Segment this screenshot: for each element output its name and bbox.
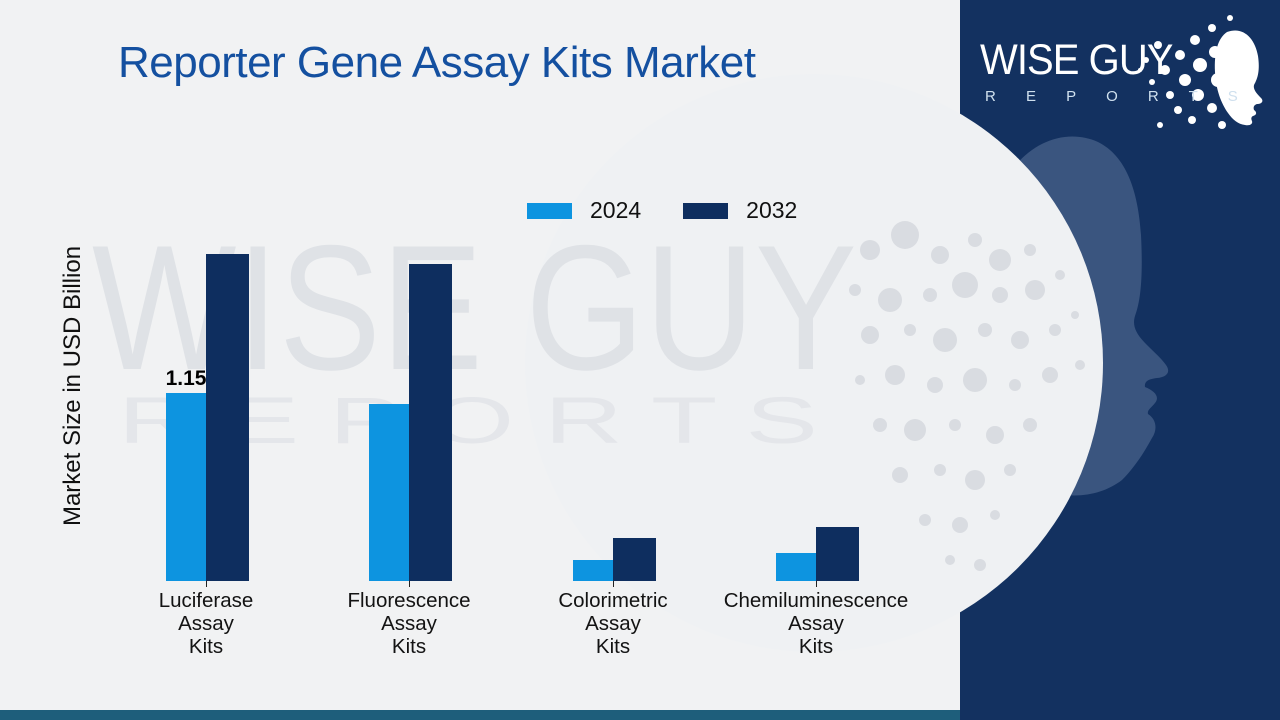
bar-2024-3: [776, 553, 816, 581]
bar-2024-2: [573, 560, 613, 581]
watermark-dots: [849, 221, 1085, 571]
bar-2032-1: [409, 264, 452, 581]
legend-swatch: [527, 202, 572, 219]
logo-face-icon: [1214, 30, 1263, 126]
bar-2032-2: [613, 538, 656, 581]
axis-tick: [613, 581, 614, 587]
category-label-2: Colorimetric Assay Kits: [558, 589, 668, 658]
legend-label: 2032: [746, 197, 798, 223]
brand-logo: WISE GUY R E P O R T S: [980, 36, 1251, 105]
page-title: Reporter Gene Assay Kits Market: [118, 38, 756, 87]
brand-subname: R E P O R T S: [985, 88, 1251, 105]
bottom-accent-strip: [0, 710, 960, 720]
category-label-0: Luciferase Assay Kits: [158, 589, 254, 658]
y-axis-label: Market Size in USD Billion: [59, 245, 86, 527]
bar-2032-0: [206, 254, 249, 581]
bar-2032-3: [816, 527, 859, 581]
bar-2024-0: [166, 393, 206, 581]
legend-item-2032: 2032: [683, 197, 797, 224]
category-label-1: Fluorescence Assay Kits: [347, 589, 471, 658]
legend: 2024 2032: [527, 197, 839, 224]
axis-tick: [409, 581, 410, 587]
legend-swatch: [683, 202, 729, 219]
legend-item-2024: 2024: [527, 197, 641, 224]
bar-value-label: 1.15: [165, 367, 207, 390]
brand-name: WISE GUY: [980, 36, 1173, 84]
legend-label: 2024: [590, 197, 642, 223]
bar-2024-1: [369, 404, 409, 581]
background-circle: [525, 74, 1103, 652]
axis-tick: [206, 581, 207, 587]
category-label-3: Chemiluminescence Assay Kits: [723, 589, 909, 658]
axis-tick: [816, 581, 817, 587]
